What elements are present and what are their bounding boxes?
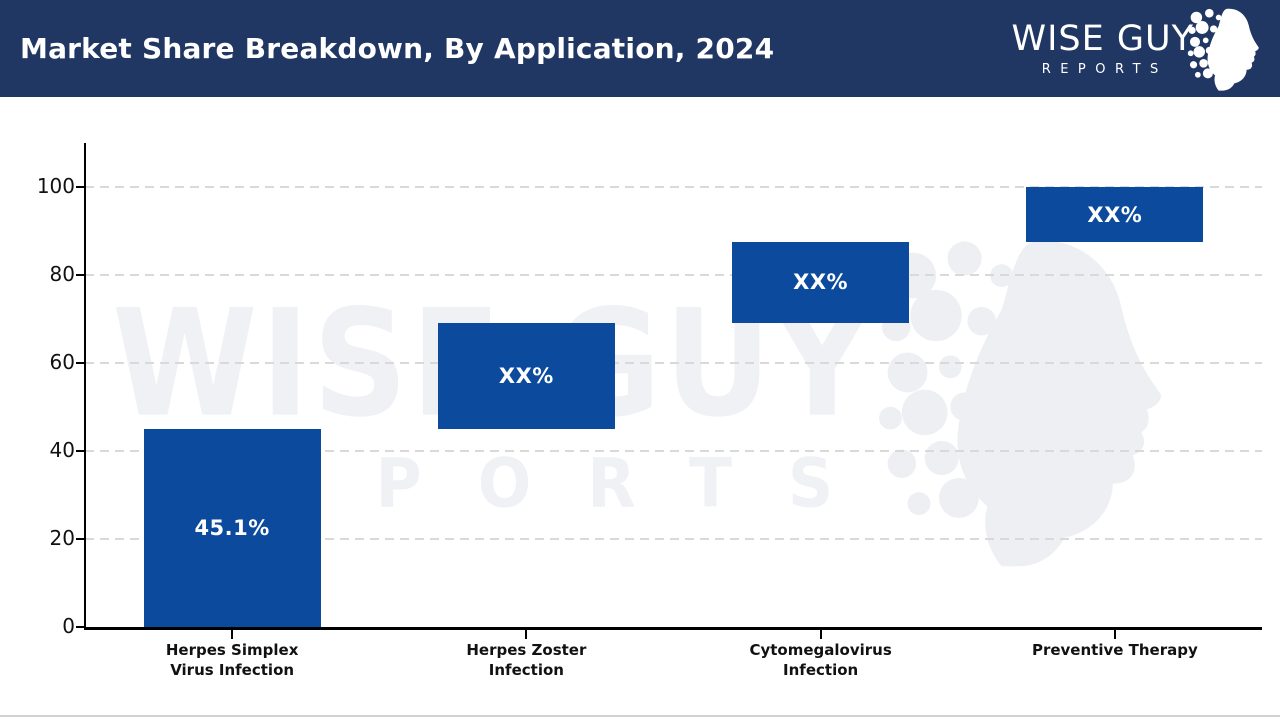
logo-subtext: REPORTS (1041, 61, 1168, 77)
x-tick-mark (231, 629, 234, 639)
category-label-line: Herpes Simplex (165, 641, 299, 659)
wiseguy-logo: WISE GUY REPORTS (1011, 6, 1270, 92)
x-tick-mark (819, 629, 822, 639)
bar-segment: XX% (437, 322, 615, 429)
category-label-line: Cytomegalovirus (749, 641, 892, 659)
bar-value-label: XX% (793, 270, 849, 295)
x-axis-line (84, 627, 1262, 630)
y-tick-label: 40 (49, 438, 75, 462)
category-label-line: Infection (488, 661, 564, 679)
x-tick-mark (1113, 629, 1116, 639)
x-tick-mark (525, 629, 528, 639)
header: Market Share Breakdown, By Application, … (0, 0, 1280, 97)
category-label-line: Virus Infection (170, 661, 295, 679)
wiseguy-face-icon (1178, 6, 1270, 92)
gridline-80 (85, 274, 1262, 276)
category-label: Herpes Simplex Virus Infection (82, 640, 382, 680)
y-tick-mark (76, 186, 85, 188)
bar-value-label: XX% (498, 363, 554, 388)
y-tick-label: 20 (49, 526, 75, 550)
bar-value-label: 45.1% (194, 515, 270, 540)
gridline-100 (85, 186, 1262, 188)
logo-text: WISE GUY REPORTS (1011, 18, 1194, 77)
watermark-face-icon (872, 230, 1174, 572)
bottom-border-line (0, 715, 1280, 717)
y-tick-label: 60 (49, 350, 75, 374)
y-tick-mark (76, 274, 85, 276)
category-label-line: Infection (783, 661, 859, 679)
y-axis-line (84, 143, 86, 629)
category-label-line: Herpes Zoster (466, 641, 587, 659)
bar-value-label: XX% (1087, 202, 1143, 227)
y-tick-mark (76, 450, 85, 452)
page-title: Market Share Breakdown, By Application, … (20, 32, 775, 65)
bar-segment: XX% (1026, 187, 1204, 243)
y-tick-label: 80 (49, 262, 75, 286)
category-label-line: Preventive Therapy (1031, 641, 1198, 659)
category-label: Cytomegalovirus Infection (671, 640, 971, 680)
logo-wordmark: WISE GUY (1011, 18, 1194, 59)
y-tick-label: 0 (62, 614, 75, 638)
y-tick-label: 100 (36, 174, 75, 198)
category-label: Preventive Therapy (965, 640, 1265, 660)
gridline-20 (85, 538, 1262, 540)
gridline-40 (85, 450, 1262, 452)
bar-segment: XX% (732, 242, 910, 323)
gridline-60 (85, 362, 1262, 364)
y-tick-mark (76, 362, 85, 364)
y-tick-mark (76, 538, 85, 540)
bar-segment: 45.1% (143, 428, 321, 627)
y-tick-mark (76, 626, 85, 628)
category-label: Herpes Zoster Infection (376, 640, 676, 680)
